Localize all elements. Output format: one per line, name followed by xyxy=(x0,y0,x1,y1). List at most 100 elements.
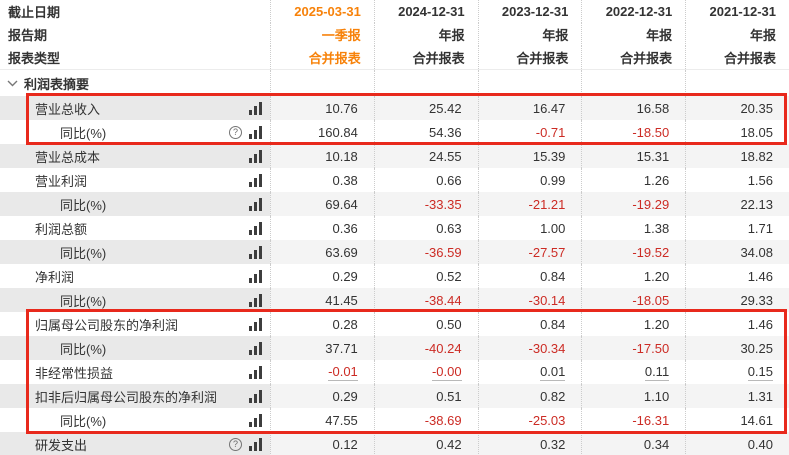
value-number: 1.20 xyxy=(643,316,670,332)
row-icons xyxy=(248,389,270,403)
row-label: 非经常性损益 xyxy=(35,365,114,381)
value-cell: 14.61 xyxy=(685,408,789,432)
row-label-cell: 营业利润 xyxy=(0,168,270,192)
value-number: -0.71 xyxy=(535,124,566,140)
value-cell: 0.28 xyxy=(270,312,374,336)
section-row-income-statement[interactable]: 利润表摘要 xyxy=(0,69,789,96)
value-cell[interactable]: 0.11 xyxy=(581,360,685,384)
value-number: 0.12 xyxy=(332,436,358,452)
row-icons xyxy=(248,101,270,115)
value-cell: 1.38 xyxy=(581,216,685,240)
value-cell: 0.40 xyxy=(685,432,789,455)
header-value-cell: 年报 xyxy=(477,23,582,46)
value-number: 47.55 xyxy=(325,412,358,428)
value-cell: -30.14 xyxy=(477,288,582,312)
value-number: -36.59 xyxy=(424,244,462,260)
value-number: 0.28 xyxy=(332,316,358,332)
value-number: 69.64 xyxy=(325,196,358,212)
value-cell: 0.66 xyxy=(373,168,478,192)
row-label: 同比(%) xyxy=(60,293,107,309)
value-number: 10.18 xyxy=(325,148,358,164)
table-row: 研发支出? 0.12 0.42 0.32 0.34 0.40 xyxy=(0,432,789,455)
row-label-cell: 同比(%) xyxy=(0,240,270,264)
header-row: 截止日期 2025-03-31 2024-12-31 2023-12-31 2022-1… xyxy=(0,0,789,23)
value-cell: 63.69 xyxy=(270,240,374,264)
row-label-cell: 同比(%)? xyxy=(0,120,270,144)
bar-chart-icon[interactable] xyxy=(248,293,263,307)
header-value-cell: 合并报表 xyxy=(685,46,789,69)
value-cell: 160.84 xyxy=(270,120,374,144)
bar-chart-icon[interactable] xyxy=(248,197,263,211)
help-icon[interactable]: ? xyxy=(229,437,242,451)
value-cell[interactable]: 0.15 xyxy=(685,360,789,384)
value-cell: 37.71 xyxy=(270,336,374,360)
value-cell[interactable]: -0.00 xyxy=(373,360,478,384)
value-cell: -16.31 xyxy=(581,408,685,432)
value-cell: -19.29 xyxy=(581,192,685,216)
value-cell: 0.63 xyxy=(373,216,478,240)
bar-chart-icon[interactable] xyxy=(248,125,263,139)
bar-chart-icon[interactable] xyxy=(248,365,263,379)
table-row: 同比(%) 41.45 -38.44 -30.14 -18.05 29.33 xyxy=(0,288,789,312)
value-cell: 0.82 xyxy=(477,384,582,408)
value-number: -38.44 xyxy=(424,292,462,308)
bar-chart-icon[interactable] xyxy=(248,245,263,259)
value-cell: -38.69 xyxy=(373,408,478,432)
table-row: 归属母公司股东的净利润 0.28 0.50 0.84 1.20 1.46 xyxy=(0,312,789,336)
row-label-cell: 同比(%) xyxy=(0,288,270,312)
value-number: 18.82 xyxy=(740,148,773,164)
value-number: 0.32 xyxy=(540,436,566,452)
value-number: -21.21 xyxy=(528,196,566,212)
header-value-cell: 合并报表 xyxy=(581,46,685,69)
bar-chart-icon[interactable] xyxy=(248,341,263,355)
value-cell: 34.08 xyxy=(685,240,789,264)
value-number: -19.52 xyxy=(632,244,670,260)
bar-chart-icon[interactable] xyxy=(248,317,263,331)
table-row: 营业利润 0.38 0.66 0.99 1.26 1.56 xyxy=(0,168,789,192)
bar-chart-icon[interactable] xyxy=(248,101,263,115)
bar-chart-icon[interactable] xyxy=(248,269,263,283)
bar-chart-icon[interactable] xyxy=(248,413,263,427)
table-row: 同比(%)? 160.84 54.36 -0.71 -18.50 18.05 xyxy=(0,120,789,144)
chevron-down-icon[interactable] xyxy=(7,80,18,87)
value-number: 41.45 xyxy=(325,292,358,308)
value-cell: 29.33 xyxy=(685,288,789,312)
table-row: 净利润 0.29 0.52 0.84 1.20 1.46 xyxy=(0,264,789,288)
value-cell: 0.84 xyxy=(477,264,582,288)
value-cell: 30.25 xyxy=(685,336,789,360)
bar-chart-icon[interactable] xyxy=(248,173,263,187)
table-row: 营业总收入 10.76 25.42 16.47 16.58 20.35 xyxy=(0,96,789,120)
table-row: 非经常性损益 -0.01 -0.00 0.01 0.11 0.15 xyxy=(0,360,789,384)
value-number: -25.03 xyxy=(528,412,566,428)
bar-chart-icon[interactable] xyxy=(248,437,263,451)
value-number: -33.35 xyxy=(424,196,462,212)
bar-chart-icon[interactable] xyxy=(248,389,263,403)
value-cell: 0.32 xyxy=(477,432,582,455)
bar-chart-icon[interactable] xyxy=(248,149,263,163)
header-value-cell: 2023-12-31 xyxy=(477,0,582,23)
value-cell: -36.59 xyxy=(373,240,478,264)
header-value-cell: 年报 xyxy=(581,23,685,46)
value-number: -18.05 xyxy=(632,292,670,308)
value-cell[interactable]: -0.01 xyxy=(270,360,374,384)
value-number: -30.34 xyxy=(528,340,566,356)
value-number: -18.50 xyxy=(632,124,670,140)
table-row: 同比(%) 47.55 -38.69 -25.03 -16.31 14.61 xyxy=(0,408,789,432)
bar-chart-icon[interactable] xyxy=(248,221,263,235)
row-label-cell: 营业总收入 xyxy=(0,96,270,120)
value-number: -0.00 xyxy=(431,363,462,381)
value-number: 63.69 xyxy=(325,244,358,260)
row-label: 营业利润 xyxy=(35,173,88,189)
value-number: 14.61 xyxy=(740,412,773,428)
value-cell: 0.34 xyxy=(581,432,685,455)
header-value-cell: 一季报 xyxy=(270,23,374,46)
row-label-cell: 同比(%) xyxy=(0,336,270,360)
value-cell: 0.42 xyxy=(373,432,478,455)
help-icon[interactable]: ? xyxy=(229,125,242,139)
value-cell[interactable]: 0.01 xyxy=(477,360,582,384)
value-cell: 20.35 xyxy=(685,96,789,120)
value-cell: -40.24 xyxy=(373,336,478,360)
row-label: 同比(%) xyxy=(60,125,107,141)
row-icons xyxy=(248,293,270,307)
row-label-cell: 同比(%) xyxy=(0,192,270,216)
